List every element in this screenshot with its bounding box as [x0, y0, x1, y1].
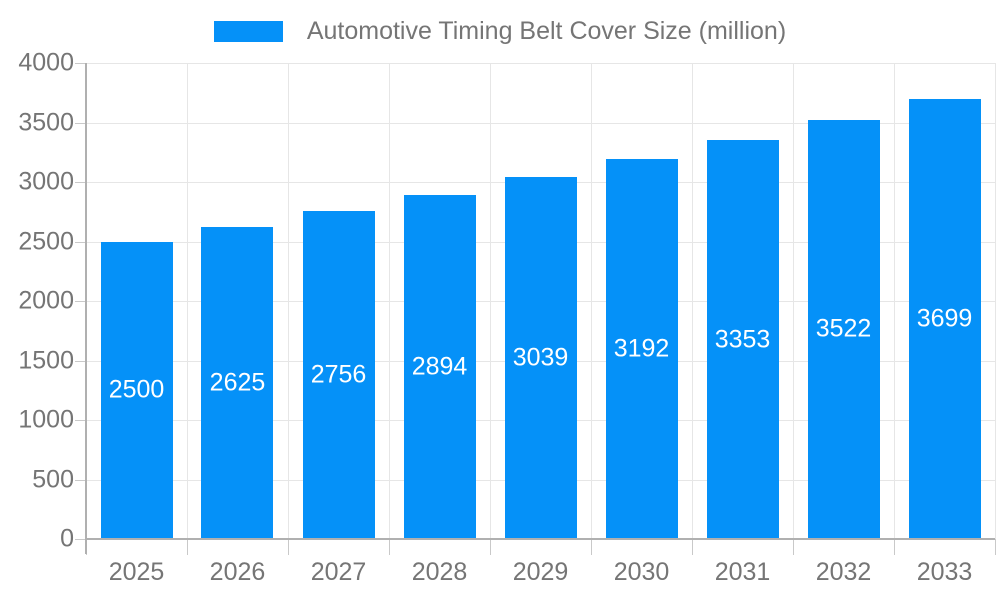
- y-axis-label: 2000: [18, 286, 74, 315]
- x-axis-label: 2033: [916, 558, 973, 586]
- legend-label[interactable]: Automotive Timing Belt Cover Size (milli…: [306, 17, 787, 45]
- v-gridline: [591, 63, 592, 539]
- bar[interactable]: 2625: [201, 226, 274, 539]
- x-tick: [490, 539, 491, 555]
- x-tick: [691, 539, 693, 555]
- y-axis-labels: 0 500 1000 1500 2000 2500 3000 3500 4000: [0, 50, 74, 551]
- x-axis-label: 2031: [714, 558, 771, 586]
- y-tick: [75, 539, 86, 540]
- x-axis-label: 2027: [310, 558, 367, 586]
- h-gridline: [86, 63, 995, 64]
- plot-area: 2500 2625 2756 2894 3039 3192 3353 3522 3699: [75, 63, 996, 555]
- bar[interactable]: 2500: [100, 241, 173, 539]
- h-gridline: [86, 122, 995, 124]
- y-tick: [75, 241, 86, 243]
- y-axis-label: 3500: [18, 108, 74, 136]
- y-axis-label: 2500: [18, 227, 74, 255]
- bar-value-label: 2894: [411, 352, 468, 381]
- x-axis-label: 2025: [108, 558, 165, 586]
- v-gridline: [388, 63, 390, 539]
- bar-value-label: 3699: [916, 304, 973, 333]
- v-gridline: [187, 63, 188, 539]
- bar[interactable]: 3522: [807, 119, 880, 539]
- bar[interactable]: 3699: [908, 98, 981, 539]
- y-tick: [75, 479, 86, 481]
- x-axis-line: [86, 538, 995, 540]
- bar-value-label: 3192: [613, 334, 670, 363]
- bar[interactable]: 3192: [605, 159, 678, 539]
- bar-value-label: 3039: [512, 343, 569, 372]
- y-axis-line: [85, 63, 87, 554]
- x-axis-label: 2032: [815, 558, 872, 586]
- y-tick: [75, 122, 86, 124]
- x-tick: [187, 539, 188, 555]
- bar[interactable]: 2756: [302, 211, 375, 539]
- y-axis-label: 3000: [18, 167, 74, 196]
- y-axis-label: 500: [32, 465, 74, 493]
- v-gridline: [995, 63, 996, 539]
- x-axis-label: 2028: [411, 558, 468, 586]
- x-tick: [894, 539, 895, 555]
- y-tick: [75, 301, 86, 302]
- y-tick: [75, 360, 86, 362]
- bar-value-label: 3353: [714, 325, 771, 353]
- x-axis-label: 2026: [209, 558, 266, 586]
- v-gridline: [490, 63, 491, 539]
- v-gridline: [288, 63, 289, 539]
- v-gridline: [691, 63, 693, 539]
- v-gridline: [793, 63, 794, 539]
- y-tick: [75, 420, 86, 421]
- legend-swatch[interactable]: [213, 21, 283, 42]
- bar-value-label: 2756: [310, 360, 367, 389]
- legend: Automotive Timing Belt Cover Size (milli…: [0, 17, 1000, 46]
- x-tick: [793, 539, 794, 555]
- y-tick: [75, 63, 86, 64]
- y-axis-label: 1500: [18, 346, 74, 374]
- x-axis-label: 2029: [512, 558, 569, 586]
- x-tick: [388, 539, 390, 555]
- y-tick: [75, 182, 86, 183]
- x-axis-labels: 2025 2026 2027 2028 2029 2030 2031 2032 2033: [86, 539, 995, 589]
- bar-value-label: 3522: [815, 314, 872, 343]
- bar-value-label: 2625: [209, 368, 266, 397]
- bar[interactable]: 3039: [504, 177, 577, 539]
- y-axis-label: 0: [60, 524, 74, 553]
- y-axis-label: 4000: [18, 48, 74, 77]
- bar[interactable]: 3353: [706, 140, 779, 539]
- x-axis-label: 2030: [613, 558, 670, 586]
- bar-value-label: 2500: [108, 375, 165, 404]
- bar[interactable]: 2894: [403, 194, 476, 539]
- y-axis-label: 1000: [18, 405, 74, 434]
- x-tick: [995, 539, 996, 555]
- bars: 2500 2625 2756 2894 3039 3192 3353 3522 3699: [86, 63, 995, 539]
- x-tick: [288, 539, 289, 555]
- v-gridline: [894, 63, 895, 539]
- x-tick: [591, 539, 592, 555]
